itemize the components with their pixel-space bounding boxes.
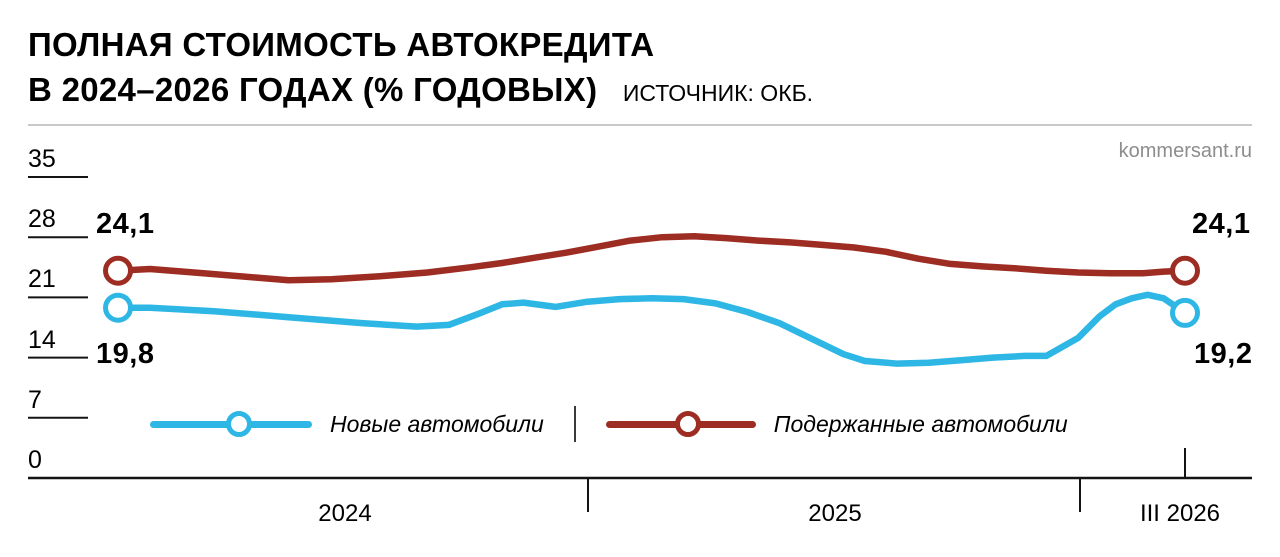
y-tick-label: 21 xyxy=(28,265,56,294)
title-line-1: ПОЛНАЯ СТОИМОСТЬ АВТОКРЕДИТА xyxy=(28,26,655,63)
y-tick-label: 14 xyxy=(28,325,56,354)
legend: Новые автомобили Подержанные автомобили xyxy=(150,403,1068,445)
legend-label-used-cars: Подержанные автомобили xyxy=(773,410,1068,437)
watermark-kommersant: kommersant.ru xyxy=(1118,140,1252,162)
chart-title: ПОЛНАЯ СТОИМОСТЬ АВТОКРЕДИТА В 2024–2026… xyxy=(28,22,813,116)
y-tick-label: 0 xyxy=(28,446,42,474)
legend-item-used-cars: Подержанные автомобили xyxy=(605,410,1068,438)
y-tick-label: 28 xyxy=(28,205,56,234)
x-label-2024: 2024 xyxy=(318,500,372,527)
data-label-used-start: 24,1 xyxy=(96,208,155,240)
legend-item-new-cars: Новые автомобили xyxy=(150,410,544,438)
chart-header: ПОЛНАЯ СТОИМОСТЬ АВТОКРЕДИТА В 2024–2026… xyxy=(28,22,813,116)
title-line-2: В 2024–2026 ГОДАХ (% ГОДОВЫХ) xyxy=(28,71,598,108)
header-divider xyxy=(28,124,1252,126)
y-tick-label: 7 xyxy=(28,385,42,414)
x-label-iii-2026: III 2026 xyxy=(1139,500,1221,527)
data-label-new-start: 19,8 xyxy=(96,338,155,370)
legend-line-new-cars xyxy=(150,410,312,437)
data-label-new-end: 19,2 xyxy=(1194,338,1253,370)
legend-line-used-cars xyxy=(605,410,756,437)
source-label: ИСТОЧНИК: ОКБ. xyxy=(622,80,814,106)
x-label-2025: 2025 xyxy=(808,500,862,527)
legend-label-new-cars: Новые автомобили xyxy=(330,410,544,437)
legend-marker-new-cars-icon xyxy=(226,410,253,437)
legend-divider xyxy=(573,406,576,442)
y-tick-label: 35 xyxy=(28,145,56,173)
data-label-used-end: 24,1 xyxy=(1192,208,1251,240)
legend-marker-used-cars-icon xyxy=(675,410,702,437)
